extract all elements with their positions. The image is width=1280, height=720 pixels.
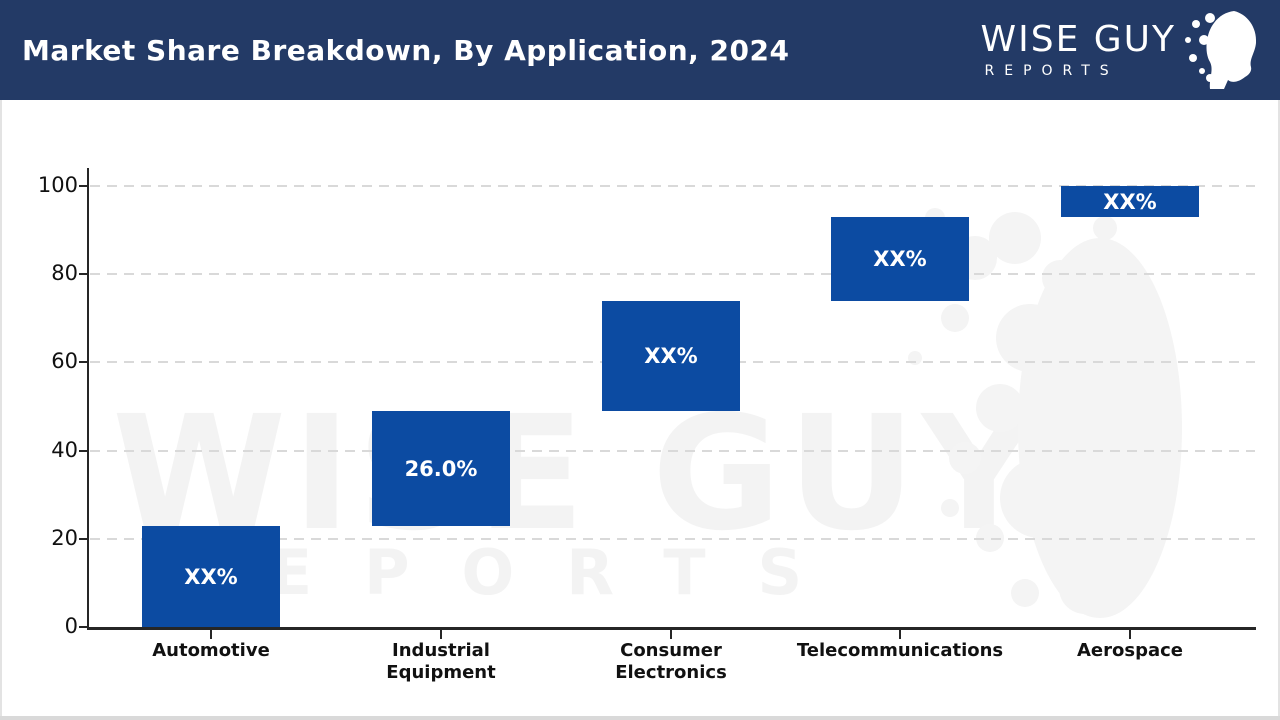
footer-strip [0,716,1280,720]
x-tick-mark [440,630,442,639]
y-axis-spine [87,168,89,630]
logo-face-icon [1185,11,1257,89]
y-tick-mark [79,273,89,275]
x-tick-label: Industrial Equipment [386,640,496,683]
y-tick-label: 20 [51,526,78,550]
y-tick-mark [79,626,89,628]
gridline-y-100 [90,185,1255,187]
watermark-face-icon [876,208,1182,618]
x-tick-label: Aerospace [1076,640,1183,661]
logo-wordmark-line2: REPORTS [984,62,1119,79]
x-tick-mark [899,630,901,639]
y-tick-label: 0 [64,614,78,638]
logo-wordmark: WISE GUY REPORTS [980,18,1177,79]
bar-telecommunications: XX% [831,217,969,301]
y-tick-label: 60 [51,349,78,373]
x-tick-label: Consumer Electronics [615,640,727,683]
y-tick-mark [79,538,89,540]
bar-value-label: XX% [644,344,698,368]
bar-value-label: 26.0% [404,456,478,481]
page-title: Market Share Breakdown, By Application, … [22,33,790,67]
header: Market Share Breakdown, By Application, … [0,0,1280,100]
bar-value-label: XX% [184,564,238,589]
y-tick-label: 40 [51,438,78,462]
bar-value-label: XX% [873,247,927,271]
logo-wordmark-line1: WISE GUY [980,18,1176,60]
y-tick-mark [79,361,89,363]
x-tick-label: Automotive [152,640,270,661]
x-axis-spine [87,627,1256,630]
x-tick-mark [1129,630,1131,639]
brand-logo: WISE GUY REPORTS [981,10,1259,90]
y-tick-label: 80 [51,261,78,285]
gridline-y-40 [90,450,1255,452]
y-tick-label: 100 [37,173,78,197]
gridline-y-80 [90,273,1255,275]
bar-automotive: XX% [142,526,280,627]
bar-value-label: XX% [1103,189,1157,214]
x-tick-mark [670,630,672,639]
x-tick-label: Telecommunications [796,640,1004,661]
x-tick-mark [210,630,212,639]
y-tick-mark [79,185,89,187]
bar-consumer-electronics: XX% [602,301,740,411]
bar-aerospace: XX% [1061,186,1199,217]
y-tick-mark [79,450,89,452]
bar-industrial-equipment: 26.0% [372,411,510,526]
gridline-y-20 [90,538,1255,540]
